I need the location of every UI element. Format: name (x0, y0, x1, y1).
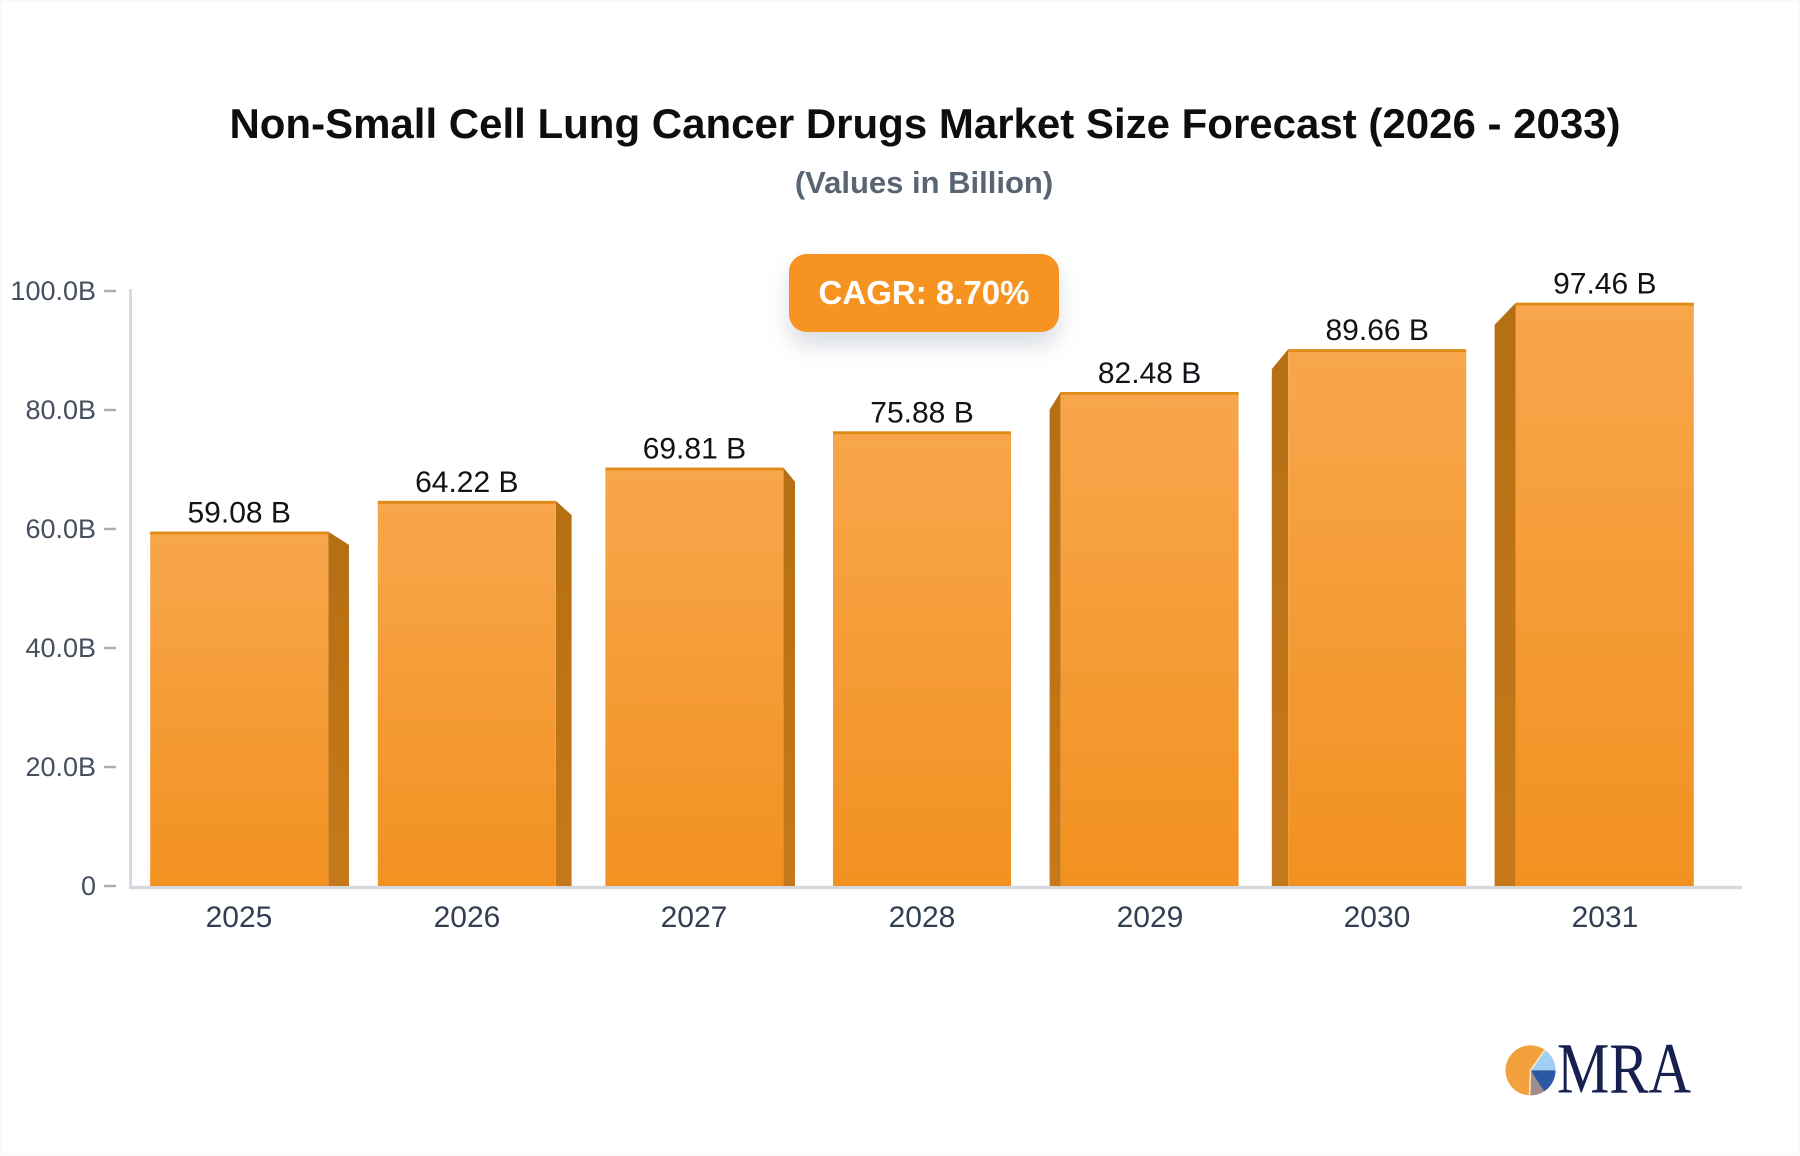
svg-text:2031: 2031 (1572, 901, 1639, 934)
svg-text:80.0B: 80.0B (25, 395, 96, 425)
svg-text:2026: 2026 (434, 901, 501, 934)
svg-text:2029: 2029 (1117, 901, 1184, 934)
svg-text:2030: 2030 (1344, 901, 1411, 934)
svg-text:97.46 B: 97.46 B (1553, 268, 1656, 301)
svg-text:2028: 2028 (889, 901, 956, 934)
svg-text:75.88 B: 75.88 B (870, 396, 973, 429)
svg-text:20.0B: 20.0B (25, 752, 96, 782)
svg-text:100.0B: 100.0B (10, 276, 96, 306)
svg-text:82.48 B: 82.48 B (1098, 357, 1201, 390)
svg-text:89.66 B: 89.66 B (1325, 314, 1428, 347)
svg-text:MRA: MRA (1557, 1029, 1691, 1109)
svg-text:2027: 2027 (661, 901, 728, 934)
svg-text:40.0B: 40.0B (25, 633, 96, 663)
svg-text:60.0B: 60.0B (25, 514, 96, 544)
svg-text:2025: 2025 (206, 901, 273, 934)
svg-text:Non-Small Cell Lung Cancer Dru: Non-Small Cell Lung Cancer Drugs Market … (229, 100, 1620, 147)
svg-text:64.22 B: 64.22 B (415, 466, 518, 499)
svg-text:69.81 B: 69.81 B (643, 433, 746, 466)
svg-text:59.08 B: 59.08 B (187, 497, 290, 530)
svg-text:(Values in Billion): (Values in Billion) (795, 165, 1053, 200)
svg-text:CAGR: 8.70%: CAGR: 8.70% (819, 274, 1030, 311)
svg-text:0: 0 (81, 871, 96, 901)
